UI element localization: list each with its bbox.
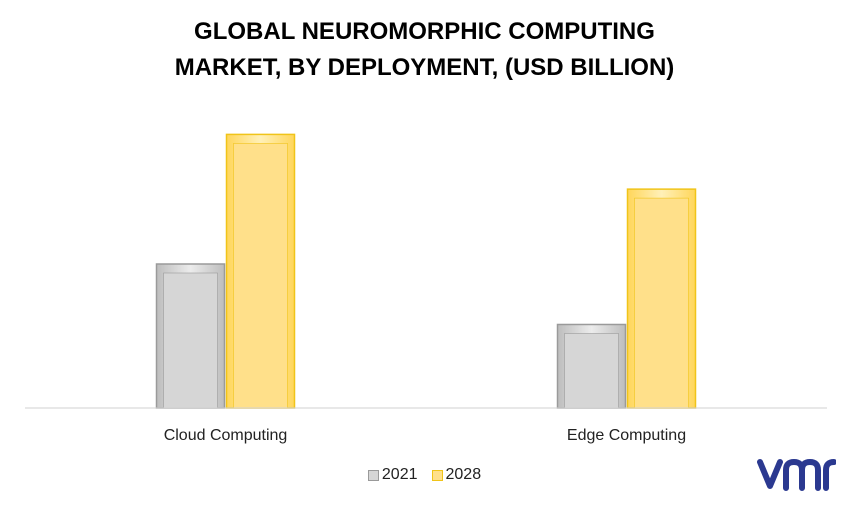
bar-2028-cloud-computing xyxy=(225,133,296,409)
legend-label-2021: 2021 xyxy=(381,466,418,483)
vmr-logo xyxy=(757,458,836,491)
legend: 2021 2028 xyxy=(0,466,849,484)
bar-2028-edge-computing xyxy=(626,188,697,409)
legend-label-2028: 2028 xyxy=(445,466,482,483)
legend-item-2028: 2028 xyxy=(431,466,482,484)
chart-title-line-1: GLOBAL NEUROMORPHIC COMPUTING xyxy=(194,18,655,45)
legend-swatch-2021 xyxy=(367,469,379,481)
legend-swatch-2028 xyxy=(431,469,443,481)
bar-2021-edge-computing xyxy=(556,323,627,409)
bar-chart: Cloud Computing Edge Computing xyxy=(25,133,827,444)
category-label-edge-computing: Edge Computing xyxy=(567,427,686,444)
legend-item-2021: 2021 xyxy=(367,466,418,484)
category-label-cloud-computing: Cloud Computing xyxy=(164,427,288,444)
chart-title-line-2: MARKET, BY DEPLOYMENT, (USD BILLION) xyxy=(174,54,675,81)
bar-2021-cloud-computing xyxy=(155,263,226,409)
chart-title: GLOBAL NEUROMORPHIC COMPUTING MARKET, BY… xyxy=(0,14,849,86)
